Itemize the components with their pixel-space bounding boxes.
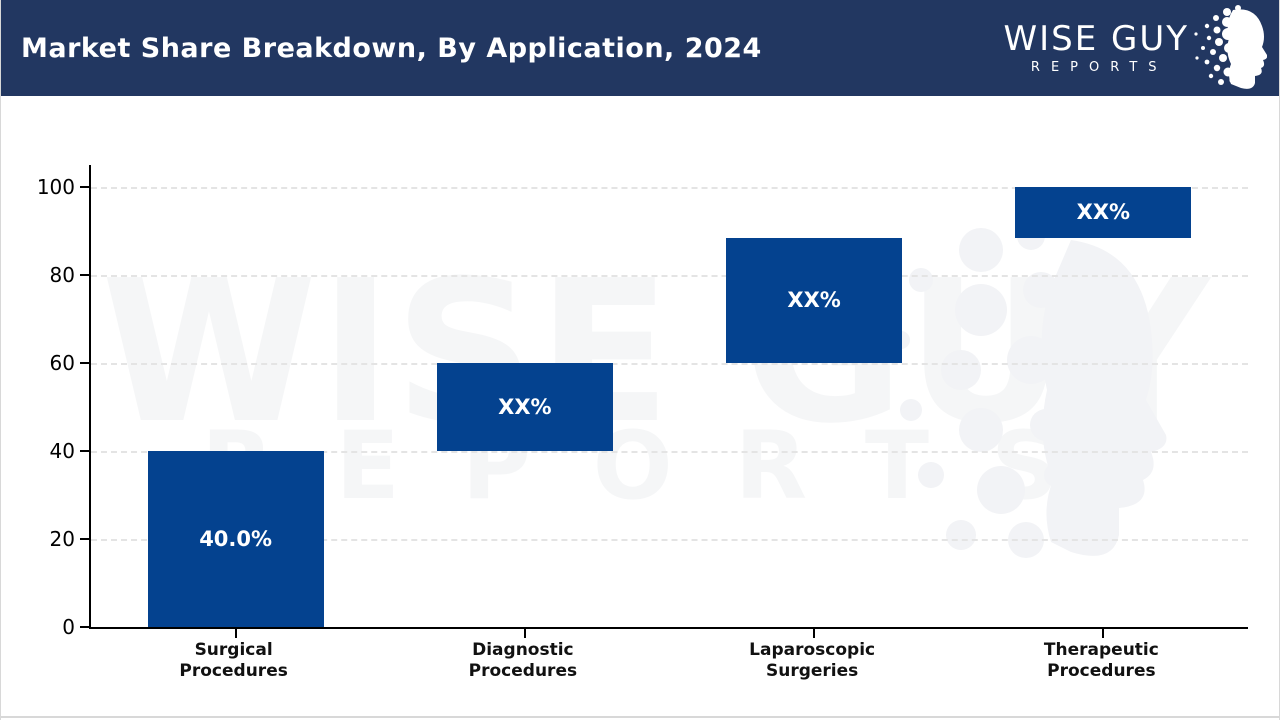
header: Market Share Breakdown, By Application, … [1, 0, 1279, 96]
x-tick-mark [813, 629, 816, 638]
x-tick-mark [234, 629, 237, 638]
bar-value-label: XX% [498, 395, 552, 419]
gridline [91, 187, 1248, 189]
category-label: Surgical Procedures [179, 640, 288, 682]
category-label: Laparoscopic Surgeries [749, 640, 876, 682]
logo-wordmark-line1: WISE GUY [1003, 18, 1189, 59]
bar-value-label: 40.0% [199, 527, 273, 551]
y-tick-label: 0 [62, 615, 75, 639]
bar-value-label: XX% [787, 288, 841, 313]
bar-segment: 40.0% [147, 451, 324, 627]
plot-area: 0 20 40 60 80 100 40.0% XX% XX% XX% [37, 165, 1248, 639]
y-tick-label: 80 [49, 263, 75, 287]
y-tick-mark [80, 362, 89, 364]
gridline [91, 275, 1248, 277]
y-tick-label: 60 [49, 351, 75, 375]
y-tick-mark [80, 450, 89, 452]
bar-segment: XX% [726, 237, 903, 363]
y-tick-mark [80, 186, 89, 188]
y-tick-mark [80, 626, 89, 628]
bar-value-label: XX% [1076, 200, 1131, 225]
bottom-border [1, 716, 1279, 718]
category-label: Therapeutic Procedures [1043, 640, 1159, 682]
logo-head-icon [1194, 5, 1267, 89]
y-tick-label: 100 [36, 175, 75, 199]
y-tick-mark [80, 274, 89, 276]
logo-wordmark-line2: REPORTS [1030, 59, 1168, 75]
bar-segment: XX% [1015, 187, 1192, 238]
y-tick-mark [80, 538, 89, 540]
chart-title: Market Share Breakdown, By Application, … [21, 32, 762, 64]
category-label: Diagnostic Procedures [468, 640, 578, 682]
x-tick-mark [1102, 629, 1105, 638]
gridline [91, 539, 1248, 541]
gridline [91, 363, 1248, 365]
bar-segment: XX% [436, 363, 613, 451]
x-tick-mark [523, 629, 526, 638]
wise-guy-logo: WISE GUY REPORTS [1003, 4, 1267, 92]
gridline [91, 451, 1248, 453]
logo-wordmark: WISE GUY REPORTS [1003, 22, 1189, 75]
y-tick-label: 20 [49, 527, 75, 551]
y-tick-label: 40 [49, 439, 75, 463]
